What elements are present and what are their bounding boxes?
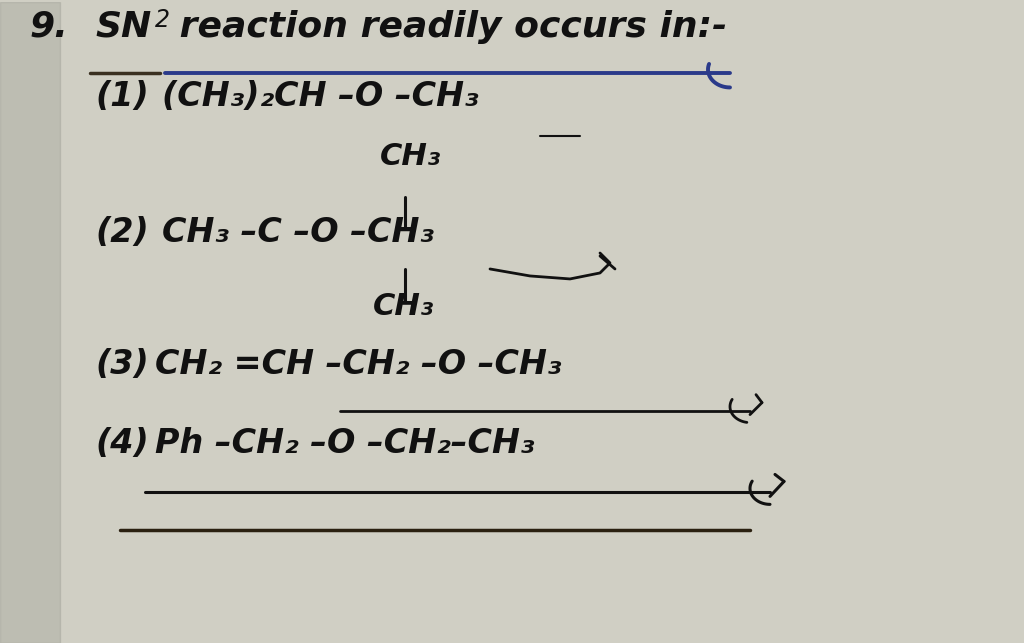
Text: (3): (3) xyxy=(95,348,148,381)
Text: CH₂ =CH –CH₂ –O –CH₃: CH₂ =CH –CH₂ –O –CH₃ xyxy=(155,348,561,381)
Text: Ph –CH₂ –O –CH₂–CH₃: Ph –CH₂ –O –CH₂–CH₃ xyxy=(155,428,535,460)
Text: reaction readily occurs in:-: reaction readily occurs in:- xyxy=(167,10,727,44)
Text: (4): (4) xyxy=(95,428,148,460)
Text: (1): (1) xyxy=(95,80,148,113)
Text: CH₃: CH₃ xyxy=(380,142,441,171)
Text: 2: 2 xyxy=(155,8,170,32)
Text: CH₃ –C –O –CH₃: CH₃ –C –O –CH₃ xyxy=(162,216,434,249)
Text: SN: SN xyxy=(95,10,152,44)
Bar xyxy=(0,2,60,643)
Text: 9.: 9. xyxy=(30,10,69,44)
Text: (CH₃)₂CH –O –CH₃: (CH₃)₂CH –O –CH₃ xyxy=(162,80,478,113)
Text: CH₃: CH₃ xyxy=(373,292,434,321)
Text: (2): (2) xyxy=(95,216,148,249)
